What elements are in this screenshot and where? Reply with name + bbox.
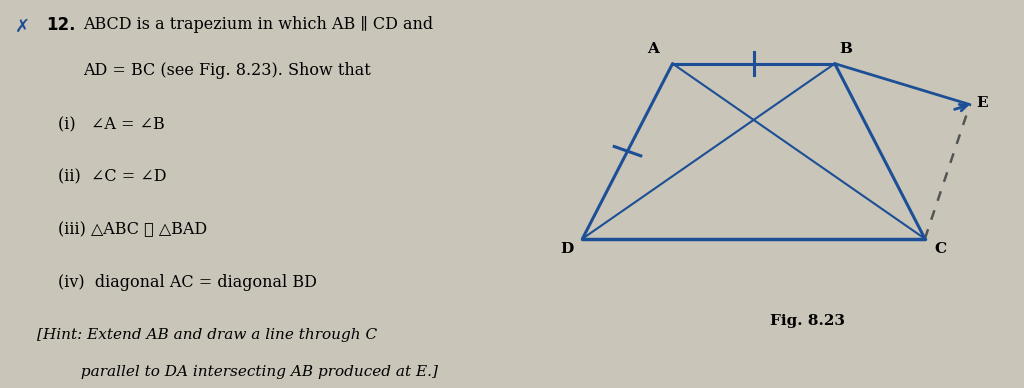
- Text: B: B: [840, 42, 852, 56]
- Text: (iii) △ABC ≅ △BAD: (iii) △ABC ≅ △BAD: [58, 221, 208, 238]
- Text: (iv)  diagonal AC = diagonal BD: (iv) diagonal AC = diagonal BD: [58, 274, 317, 291]
- Text: (i)   ∠A = ∠B: (i) ∠A = ∠B: [58, 116, 165, 133]
- Text: parallel to DA intersecting AB produced at E.]: parallel to DA intersecting AB produced …: [37, 365, 438, 379]
- Text: Fig. 8.23: Fig. 8.23: [770, 314, 845, 327]
- Text: C: C: [934, 242, 946, 256]
- Text: A: A: [647, 42, 659, 56]
- Text: (ii)  ∠C = ∠D: (ii) ∠C = ∠D: [58, 169, 167, 186]
- Text: 12.: 12.: [46, 16, 76, 33]
- Text: ABCD is a trapezium in which AB ∥ CD and: ABCD is a trapezium in which AB ∥ CD and: [83, 16, 433, 33]
- Text: D: D: [560, 242, 573, 256]
- Text: E: E: [977, 96, 988, 110]
- Text: [Hint: Extend AB and draw a line through C: [Hint: Extend AB and draw a line through…: [37, 328, 377, 342]
- Text: ✗: ✗: [15, 17, 31, 35]
- Text: AD = BC (see Fig. 8.23). Show that: AD = BC (see Fig. 8.23). Show that: [83, 62, 371, 79]
